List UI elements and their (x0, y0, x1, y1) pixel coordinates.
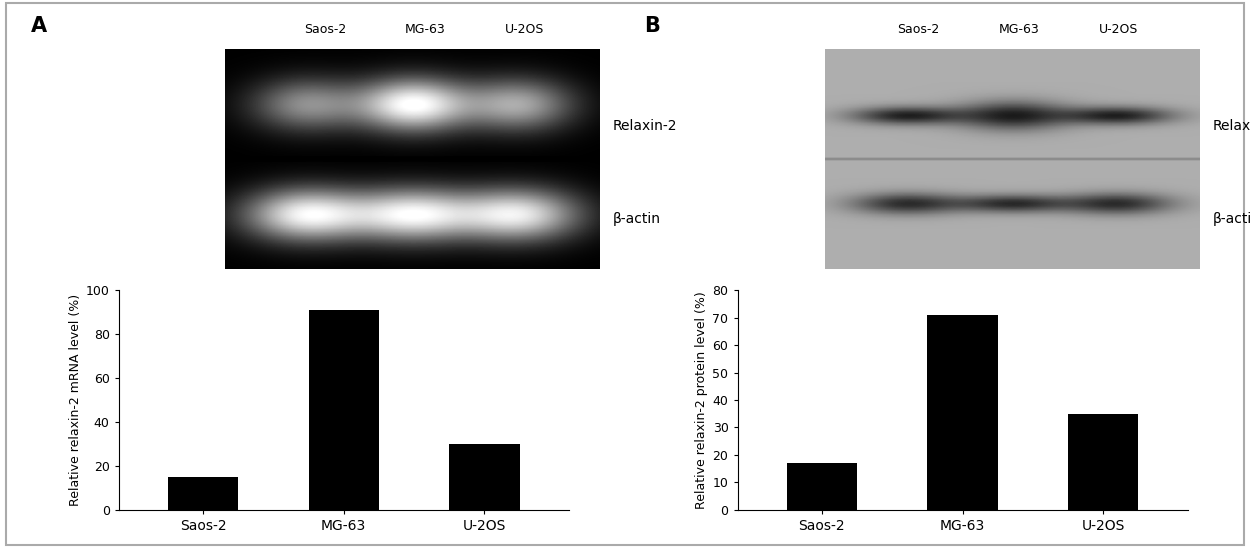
Text: Saos-2: Saos-2 (898, 22, 940, 36)
Text: U-2OS: U-2OS (1099, 22, 1139, 36)
Text: β-actin: β-actin (612, 212, 660, 226)
Text: Relaxin-2: Relaxin-2 (1212, 119, 1250, 133)
Text: Saos-2: Saos-2 (304, 22, 346, 36)
Bar (168, 477, 239, 510)
Text: B: B (644, 16, 660, 36)
Bar (309, 310, 379, 510)
Bar (449, 444, 520, 510)
Text: β-actin: β-actin (1212, 212, 1250, 226)
Text: U-2OS: U-2OS (505, 22, 545, 36)
Bar (1068, 414, 1139, 510)
Text: A: A (31, 16, 48, 36)
Text: MG-63: MG-63 (405, 22, 445, 36)
Bar (786, 463, 858, 510)
Text: MG-63: MG-63 (999, 22, 1039, 36)
Y-axis label: Relative relaxin-2 protein level (%): Relative relaxin-2 protein level (%) (695, 291, 709, 509)
Y-axis label: Relative relaxin-2 mRNA level (%): Relative relaxin-2 mRNA level (%) (69, 294, 81, 506)
Text: Relaxin-2: Relaxin-2 (612, 119, 678, 133)
Bar (928, 315, 998, 510)
